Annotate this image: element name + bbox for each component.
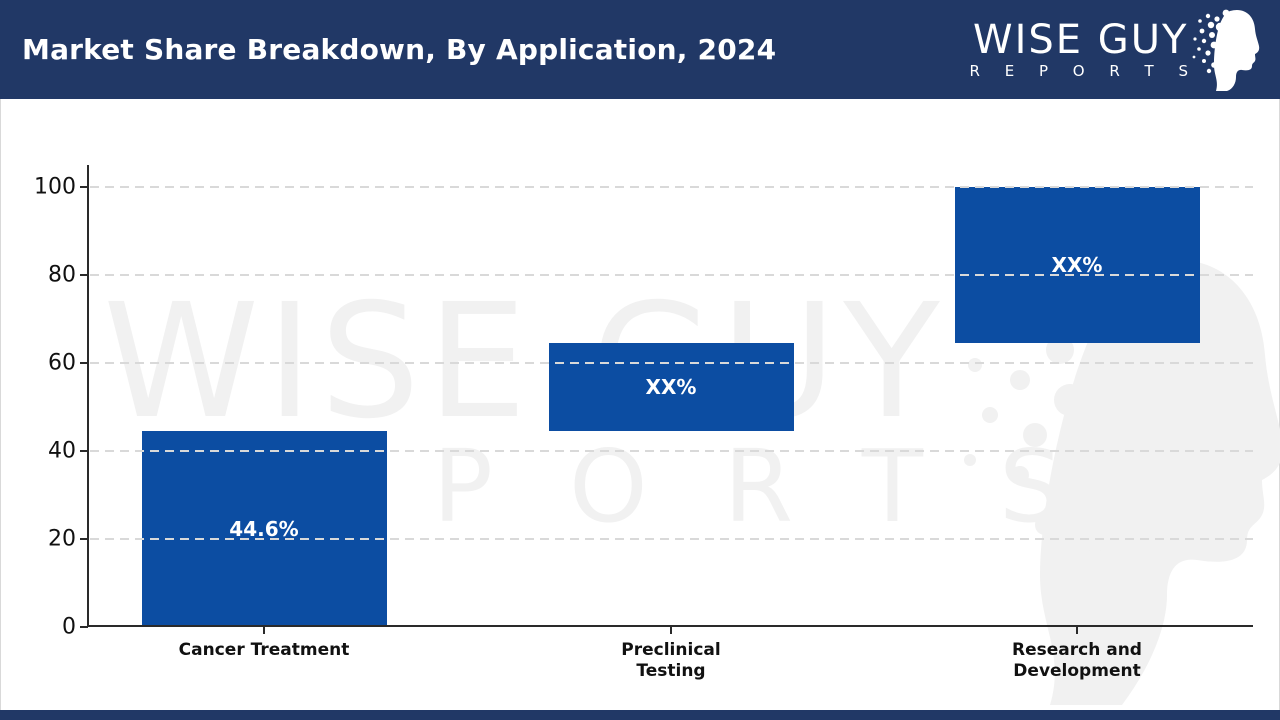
- header-bar: Market Share Breakdown, By Application, …: [0, 0, 1280, 99]
- x-tick-mark: [263, 627, 265, 634]
- gridline: [90, 450, 1253, 452]
- wiseguy-logo: WISE GUY R E P O R T S: [964, 5, 1260, 95]
- logo-head-icon: [1186, 5, 1260, 95]
- x-axis-line: [87, 625, 1253, 627]
- x-tick-mark: [1076, 627, 1078, 634]
- y-tick-mark: [80, 186, 88, 188]
- x-tick-mark: [670, 627, 672, 634]
- bar-value-label: XX%: [1051, 253, 1103, 278]
- gridline: [90, 274, 1253, 276]
- gridline: [90, 186, 1253, 188]
- y-tick-label: 20: [48, 526, 76, 552]
- y-tick-label: 0: [62, 614, 76, 640]
- y-tick-label: 100: [34, 174, 76, 200]
- bar: [548, 343, 794, 431]
- footer-bar: [0, 710, 1280, 720]
- x-category-label: Research and Development: [1012, 640, 1142, 682]
- x-category-label: Cancer Treatment: [178, 640, 350, 660]
- bar: [141, 430, 387, 627]
- page-title: Market Share Breakdown, By Application, …: [22, 33, 777, 66]
- gridline: [90, 362, 1253, 364]
- y-axis-line: [87, 165, 89, 627]
- gridline: [90, 538, 1253, 540]
- logo-sub: R E P O R T S: [969, 62, 1198, 80]
- bar-value-label: XX%: [645, 374, 697, 399]
- y-tick-label: 80: [48, 262, 76, 288]
- y-tick-mark: [80, 626, 88, 628]
- bar-value-label: 44.6%: [229, 516, 299, 541]
- y-tick-label: 60: [48, 350, 76, 376]
- y-tick-mark: [80, 450, 88, 452]
- y-tick-mark: [80, 274, 88, 276]
- y-tick-mark: [80, 538, 88, 540]
- y-tick-label: 40: [48, 438, 76, 464]
- y-tick-mark: [80, 362, 88, 364]
- logo-name: WISE GUY: [973, 17, 1189, 63]
- x-category-label: Preclinical Testing: [621, 640, 721, 682]
